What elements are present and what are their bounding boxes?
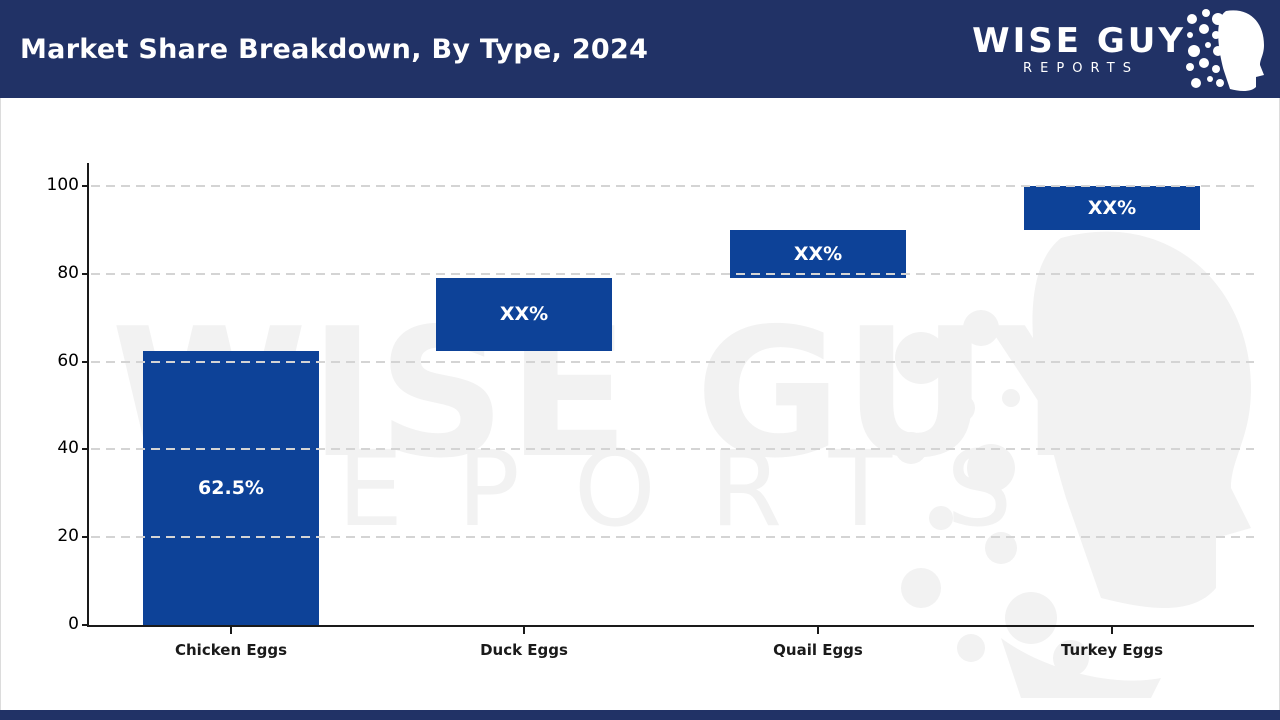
watermark-head-icon [895, 231, 1251, 698]
logo-text: WISE GUY REPORTS [972, 24, 1186, 75]
header-bar: Market Share Breakdown, By Type, 2024 WI… [0, 0, 1280, 98]
wise-guy-logo: WISE GUY REPORTS [972, 5, 1266, 93]
footer-bar [0, 710, 1280, 720]
x-tick-mark [1111, 627, 1113, 634]
x-category-label: Chicken Eggs [174, 641, 288, 659]
logo-wordmark: WISE GUY [972, 20, 1186, 61]
page-title: Market Share Breakdown, By Type, 2024 [20, 33, 649, 65]
y-tick-mark [82, 624, 89, 626]
bar-quail-eggs: XX% [730, 229, 906, 279]
y-tick-label: 20 [57, 526, 79, 547]
y-tick-label: 60 [57, 350, 79, 371]
y-gridline [91, 272, 1254, 275]
chart-area: WISE GUY REPORTS 0 20 40 60 80 100 62.5% Chicke… [0, 98, 1280, 710]
y-tick-mark [82, 360, 89, 363]
bar-duck-eggs: XX% [436, 278, 612, 351]
watermark-subtitle: REPORTS [211, 428, 1067, 550]
x-axis-line [87, 625, 1254, 627]
y-tick-label: 0 [68, 614, 79, 634]
logo-subtitle: REPORTS [1023, 60, 1140, 76]
x-category-label: Duck Eggs [480, 641, 568, 659]
logo-head-icon [1186, 9, 1264, 92]
y-tick-label: 80 [57, 262, 79, 283]
x-tick-mark [230, 627, 232, 634]
y-gridline [91, 448, 1254, 451]
bar-value-label: XX% [499, 303, 549, 326]
x-tick-mark [817, 627, 819, 634]
y-gridline [91, 185, 1254, 187]
y-tick-label: 40 [57, 438, 79, 459]
bar-value-label: XX% [793, 243, 843, 266]
bar-turkey-eggs: XX% [1024, 186, 1200, 230]
bar-value-label: 62.5% [198, 476, 264, 499]
y-tick-mark [82, 448, 89, 451]
y-tick-mark [82, 536, 89, 539]
y-gridline [91, 536, 1254, 539]
y-tick-mark [82, 185, 89, 187]
y-tick-label: 100 [46, 175, 79, 195]
bar-value-label: XX% [1087, 196, 1137, 219]
bar-chicken-eggs: 62.5% [143, 350, 319, 625]
y-gridline [91, 360, 1254, 363]
y-axis-line [87, 163, 89, 627]
x-tick-mark [523, 627, 525, 634]
x-category-label: Quail Eggs [773, 641, 863, 659]
y-tick-mark [82, 272, 89, 275]
x-category-label: Turkey Eggs [1060, 641, 1164, 659]
